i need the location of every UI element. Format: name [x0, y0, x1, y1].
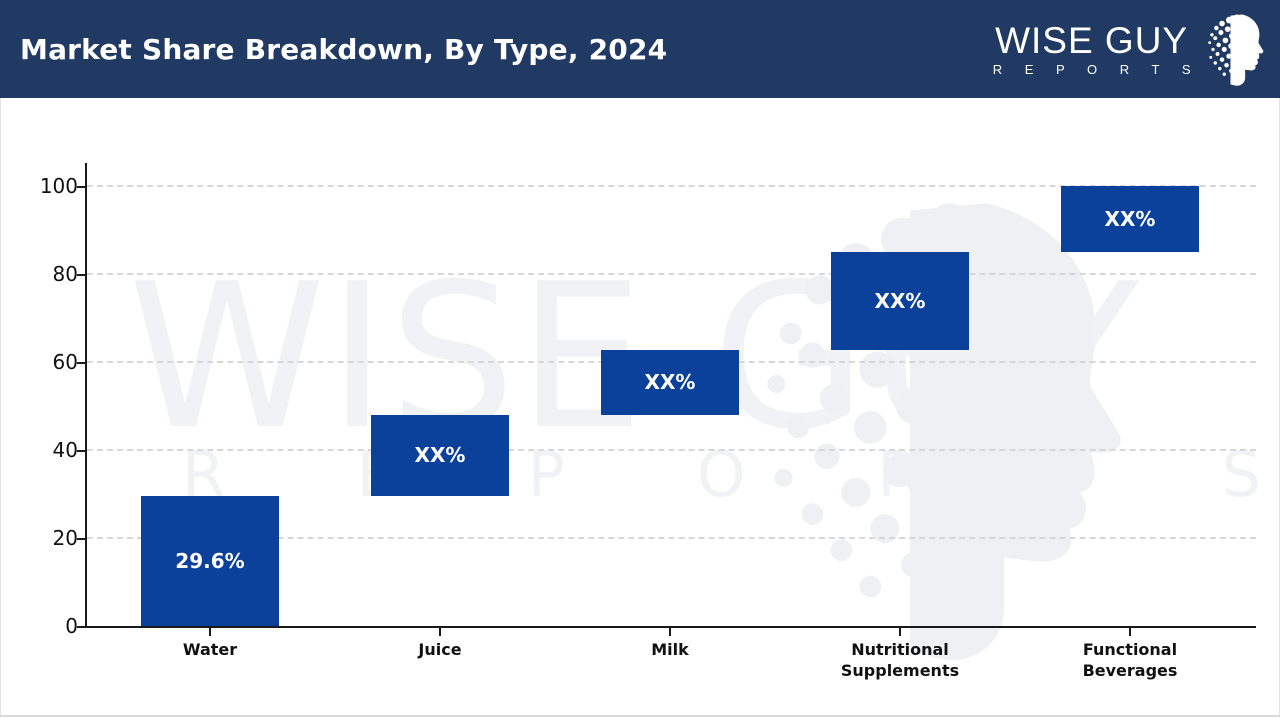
y-tick-label: 20: [52, 526, 78, 550]
x-category-label: Functional Beverages: [1082, 640, 1178, 680]
bar-segment: [601, 350, 739, 415]
x-tick-mark: [669, 628, 671, 636]
bar-value-label: 29.6%: [175, 548, 245, 573]
bar-value-label: XX%: [414, 443, 466, 468]
bar-segment: [141, 495, 279, 626]
gridline-80: [87, 273, 1256, 275]
gridline-40: [87, 449, 1256, 451]
frame-border-left: [0, 98, 1, 716]
bar-segment: [371, 414, 509, 496]
x-category-label: Nutritional Supplements: [840, 640, 960, 680]
x-tick-mark: [209, 628, 211, 636]
x-tick-mark: [439, 628, 441, 636]
y-axis-line: [85, 163, 87, 628]
page-title: Market Share Breakdown, By Type, 2024: [20, 32, 668, 66]
wiseguy-logo: WISE GUY R E P O R T S: [983, 5, 1266, 95]
wiseguy-face-icon: [1208, 14, 1264, 86]
logo-subtext: R E P O R T S: [992, 62, 1200, 77]
y-tick-mark: [77, 450, 86, 452]
y-tick-label: 80: [52, 262, 78, 286]
y-tick-label: 40: [52, 438, 78, 462]
y-tick-mark: [77, 538, 86, 540]
frame-border-bottom: [0, 715, 1280, 717]
y-tick-mark: [77, 362, 86, 364]
bar-value-label: XX%: [874, 289, 926, 314]
y-tick-mark: [77, 186, 86, 188]
bar-value-label: XX%: [644, 370, 696, 395]
y-tick-label: 100: [39, 174, 78, 198]
bar-value-label: XX%: [1104, 207, 1156, 231]
x-category-label: Milk: [651, 640, 689, 659]
y-tick-label: 60: [52, 350, 78, 374]
y-tick-mark: [77, 274, 86, 276]
x-tick-mark: [899, 628, 901, 636]
x-tick-mark: [1129, 628, 1131, 636]
gridline-20: [87, 537, 1256, 539]
y-tick-mark: [77, 626, 86, 628]
gridline-100: [87, 185, 1256, 187]
x-category-label: Juice: [418, 640, 462, 659]
header-bar: Market Share Breakdown, By Type, 2024 WI…: [0, 0, 1280, 98]
x-category-label: Water: [182, 640, 238, 659]
y-tick-label: 0: [65, 614, 78, 638]
logo-wordmark: WISE GUY: [995, 20, 1189, 61]
x-axis-line: [85, 626, 1256, 628]
